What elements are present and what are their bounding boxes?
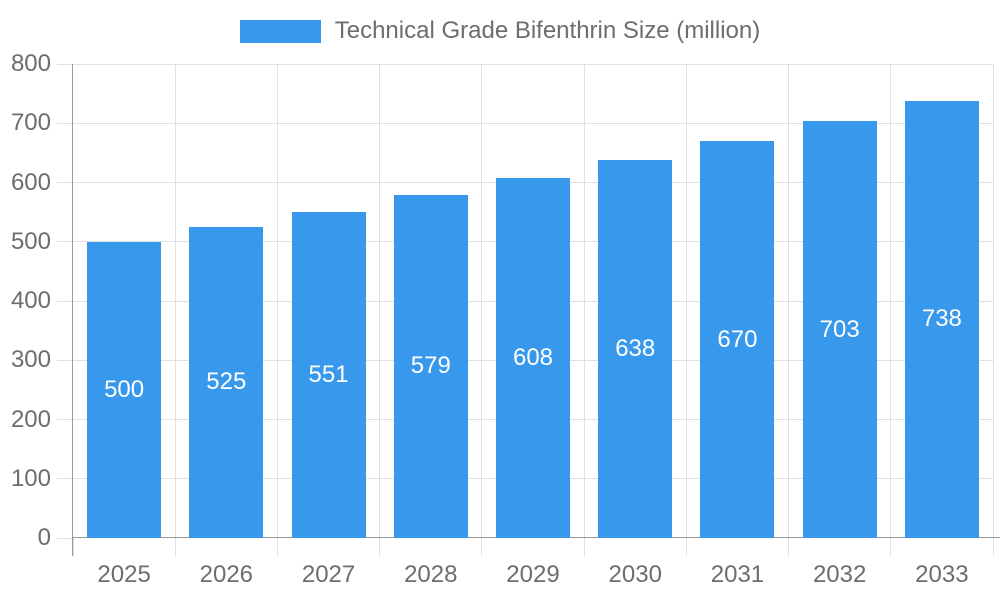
y-axis-tick-label: 300 xyxy=(10,346,51,374)
x-gridline xyxy=(583,64,585,538)
bar-value-label: 703 xyxy=(819,315,860,343)
legend-label: Technical Grade Bifenthrin Size (million… xyxy=(334,17,761,44)
x-axis-tick xyxy=(992,538,994,556)
x-axis-tick xyxy=(583,538,585,556)
x-axis-tick-label: 2026 xyxy=(199,561,254,588)
x-axis-tick-label: 2030 xyxy=(608,561,662,588)
bar-2025[interactable] xyxy=(87,241,162,538)
x-axis-tick xyxy=(276,538,278,556)
bar-2030[interactable] xyxy=(598,159,673,538)
y-axis-line xyxy=(72,64,73,556)
bar-2029[interactable] xyxy=(496,177,570,538)
x-gridline xyxy=(174,64,176,538)
y-axis-tick-label: 400 xyxy=(10,287,51,314)
y-axis-tick xyxy=(57,300,73,302)
x-axis-tick-label: 2027 xyxy=(301,561,356,588)
y-axis-tick-label: 500 xyxy=(10,227,51,255)
x-gridline xyxy=(379,64,381,538)
x-gridline xyxy=(890,64,892,538)
y-axis-tick xyxy=(57,241,73,243)
chart-legend[interactable]: Technical Grade Bifenthrin Size (million… xyxy=(0,17,1000,45)
bar-value-label: 638 xyxy=(615,334,656,362)
y-axis-tick-label: 700 xyxy=(10,109,51,137)
y-axis-tick-label: 200 xyxy=(10,405,51,433)
bar-value-label: 551 xyxy=(308,360,349,388)
bar-2031[interactable] xyxy=(700,141,775,538)
y-axis-tick xyxy=(57,63,73,65)
y-axis-tick xyxy=(57,122,73,124)
x-axis-tick-label: 2029 xyxy=(506,561,560,588)
bar-value-label: 738 xyxy=(921,305,962,333)
bar-value-label: 608 xyxy=(512,343,554,371)
x-axis-tick xyxy=(481,538,483,556)
x-axis-tick-label: 2028 xyxy=(404,561,458,588)
bar-value-label: 579 xyxy=(410,352,451,380)
legend-swatch-icon xyxy=(239,19,321,43)
bar-2032[interactable] xyxy=(802,121,877,538)
y-axis-tick xyxy=(57,182,73,183)
bar-2033[interactable] xyxy=(904,100,979,538)
y-axis-tick-label: 0 xyxy=(37,524,51,551)
x-axis-tick xyxy=(890,538,892,556)
x-axis-tick-label: 2031 xyxy=(710,561,765,588)
x-axis-tick xyxy=(685,538,687,556)
x-gridline xyxy=(788,64,790,538)
x-axis-tick-label: 2025 xyxy=(97,561,151,588)
bar-value-label: 525 xyxy=(206,368,247,396)
bar-value-label: 670 xyxy=(717,325,758,353)
x-axis-tick-label: 2032 xyxy=(812,561,867,588)
bar-2026[interactable] xyxy=(189,226,264,538)
bar-value-label: 500 xyxy=(104,375,145,403)
x-axis-tick xyxy=(72,538,74,556)
y-axis-tick-label: 600 xyxy=(10,168,51,196)
x-gridline xyxy=(992,64,994,538)
y-gridline xyxy=(73,122,993,124)
y-axis-tick-label: 100 xyxy=(10,464,51,492)
y-axis-tick xyxy=(57,419,73,420)
bar-2028[interactable] xyxy=(393,194,468,538)
y-axis-tick xyxy=(57,537,73,539)
bar-2027[interactable] xyxy=(291,211,366,538)
y-gridline xyxy=(73,63,993,65)
y-axis-tick-label: 800 xyxy=(10,50,51,77)
x-gridline xyxy=(685,64,687,538)
x-gridline xyxy=(276,64,278,538)
y-axis-tick xyxy=(57,359,73,361)
x-axis-tick xyxy=(379,538,381,556)
x-axis-tick-label: 2033 xyxy=(915,561,969,588)
x-axis-tick xyxy=(788,538,790,556)
y-axis-tick xyxy=(57,478,73,480)
x-axis-tick xyxy=(174,538,176,556)
x-gridline xyxy=(481,64,483,538)
